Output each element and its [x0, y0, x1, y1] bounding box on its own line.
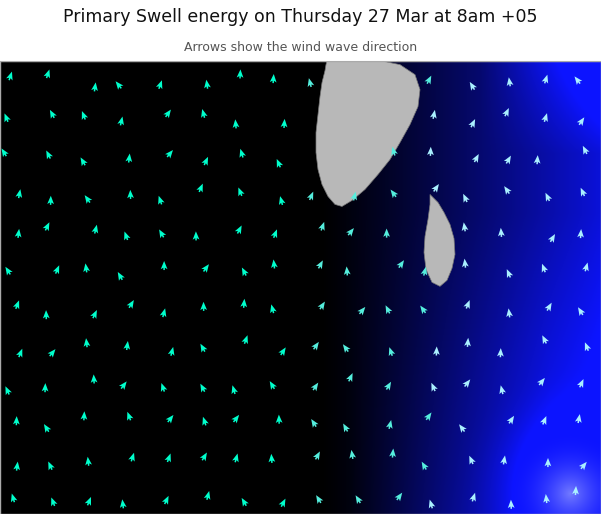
Polygon shape: [316, 61, 420, 207]
Polygon shape: [424, 194, 455, 286]
Text: Arrows show the wind wave direction: Arrows show the wind wave direction: [184, 41, 417, 54]
Text: Primary Swell energy on Thursday 27 Mar at 8am +05: Primary Swell energy on Thursday 27 Mar …: [63, 8, 538, 26]
